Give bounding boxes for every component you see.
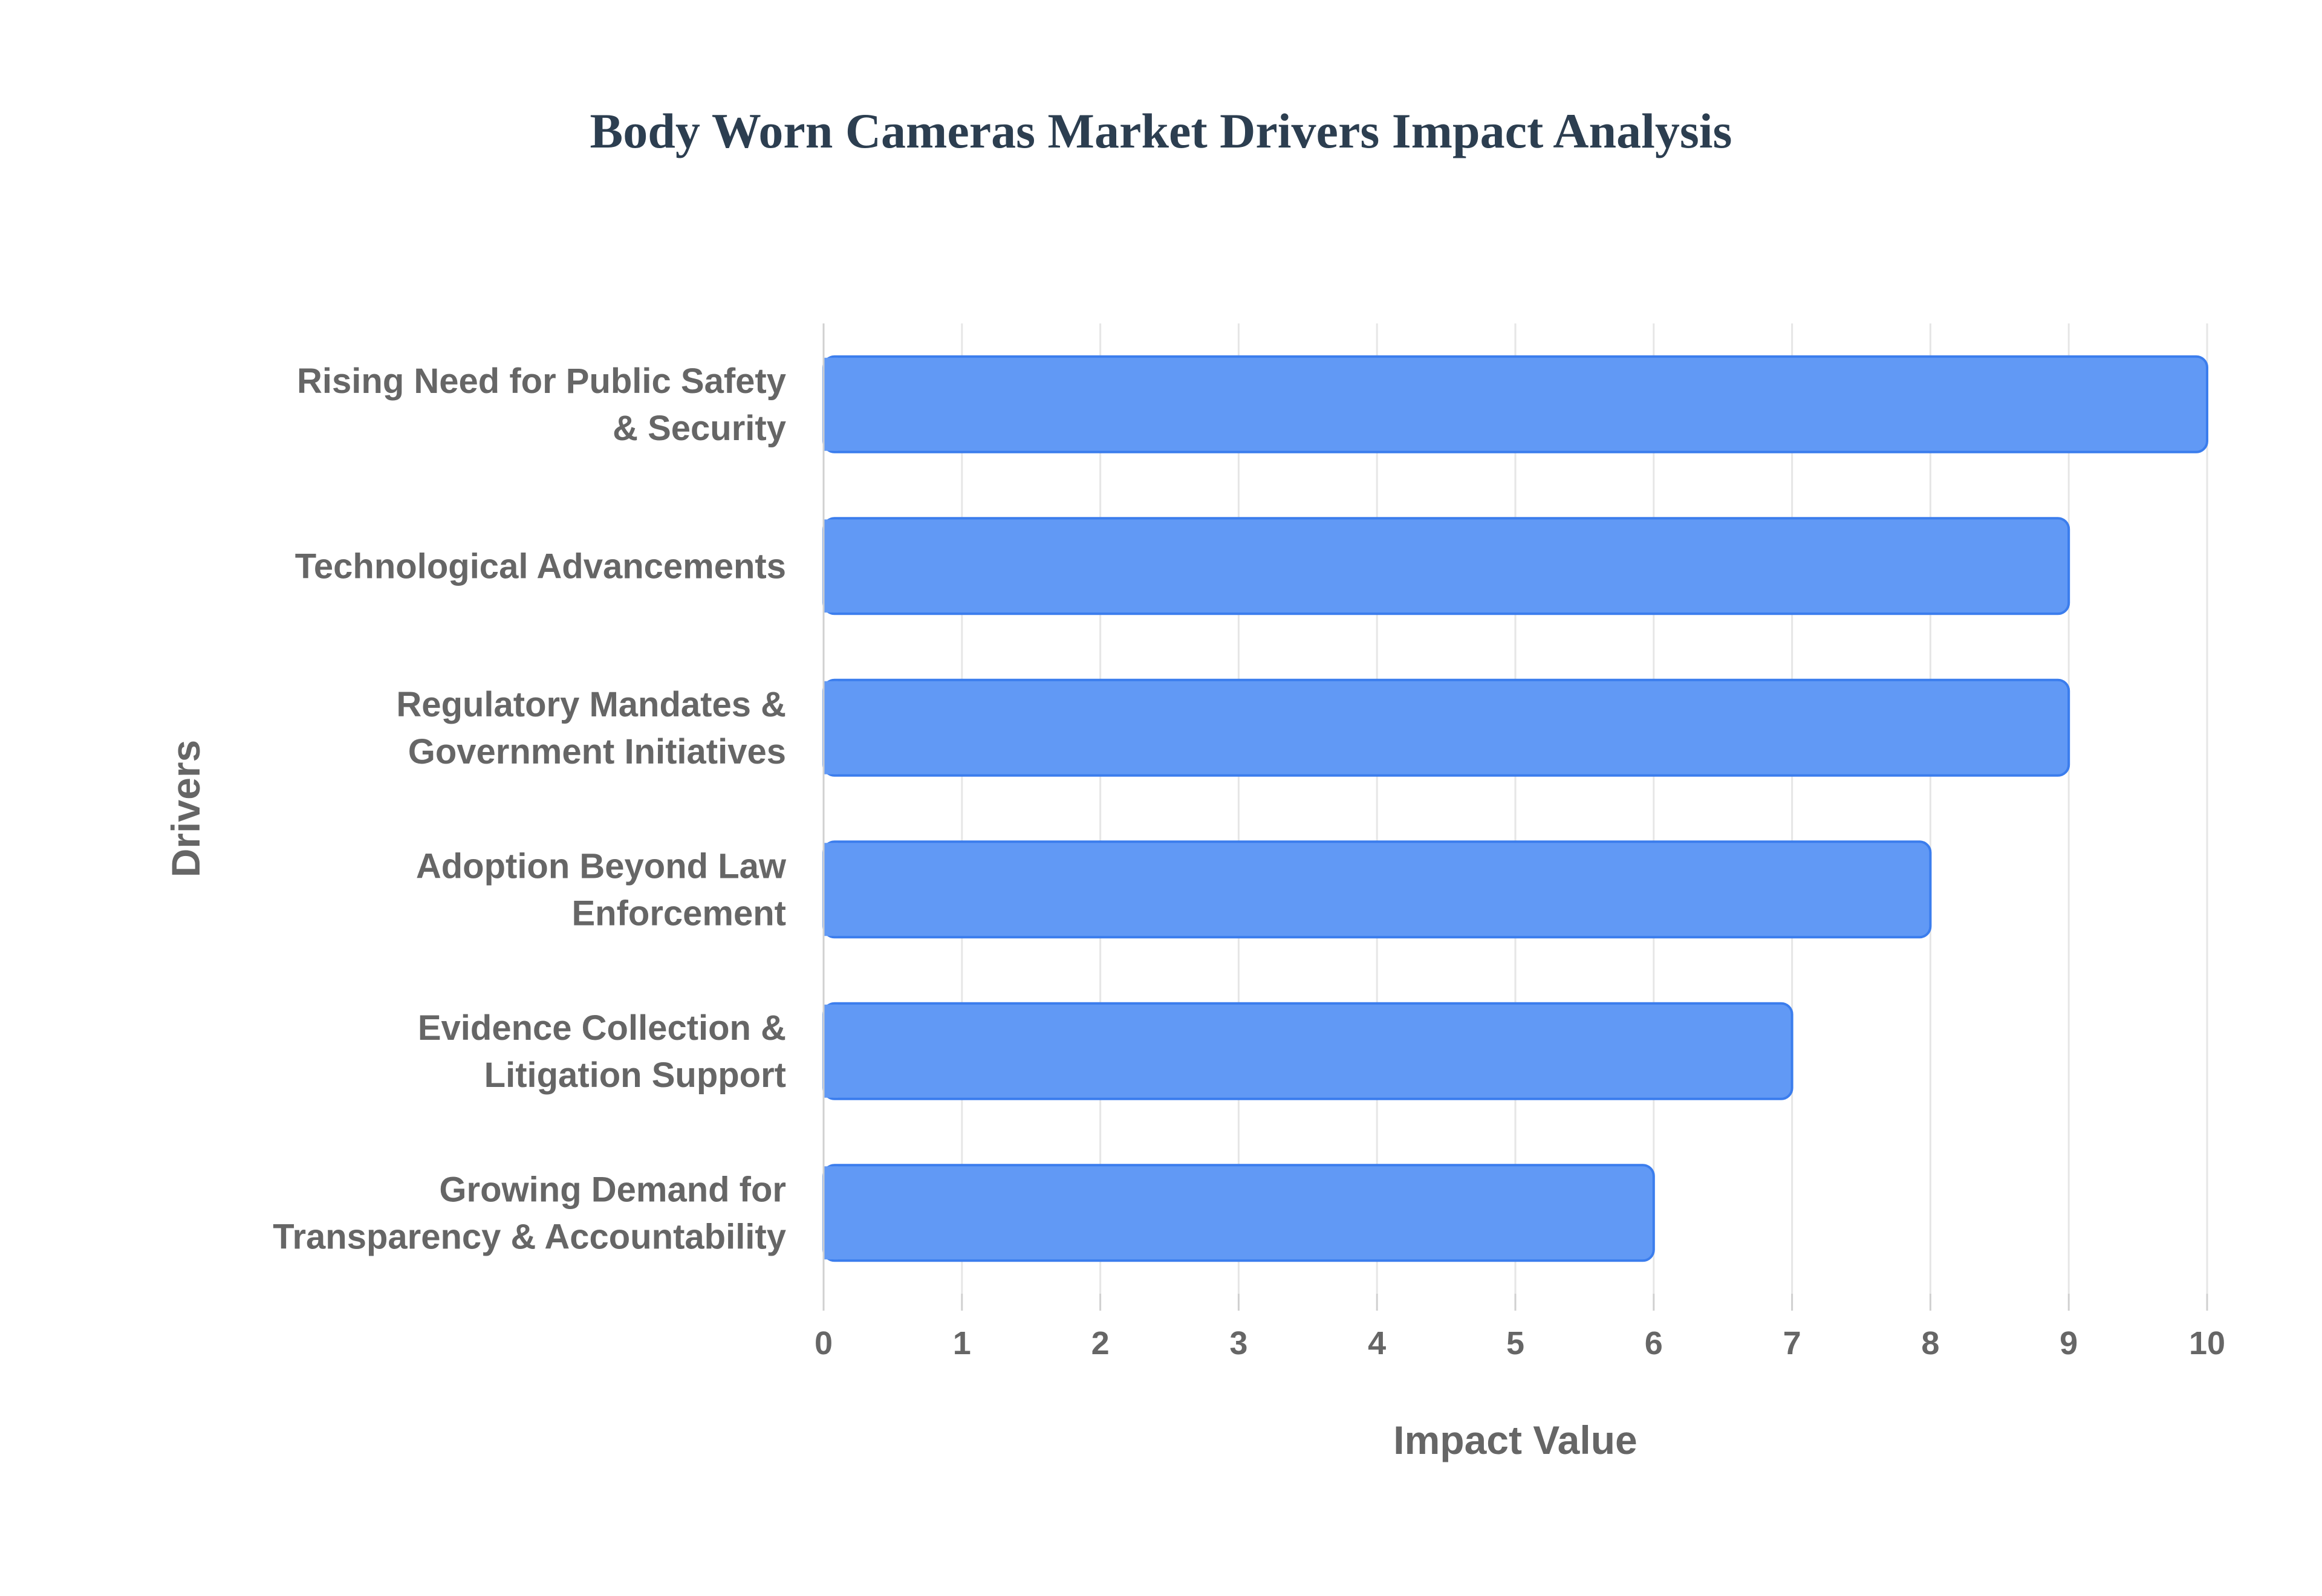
y-category-label: Rising Need for Public Safety & Security	[297, 362, 786, 448]
x-tick-label: 4	[1368, 1325, 1386, 1361]
grid-lines	[961, 323, 2208, 1294]
bar-base	[824, 357, 838, 451]
y-axis-title: Drivers	[163, 740, 208, 878]
x-tick-label: 1	[953, 1325, 971, 1361]
labels: 0 1 2 3 4 5 6 7 8 9 10 Rising Need for Public Safet…	[273, 362, 2225, 1361]
bar[interactable]	[822, 840, 1932, 939]
x-tick-label: 0	[815, 1325, 833, 1361]
bar-base	[824, 843, 838, 936]
y-category-label: Adoption Beyond Law Enforcement	[416, 846, 787, 933]
x-tick-label: 9	[2060, 1325, 2078, 1361]
x-tick-label: 10	[2189, 1325, 2225, 1361]
x-tick-label: 5	[1506, 1325, 1524, 1361]
y-category-label-line: Transparency & Accountability	[273, 1217, 786, 1256]
x-tick-label: 6	[1645, 1325, 1663, 1361]
y-category-label: Technological Advancements	[295, 547, 786, 586]
x-tick-label: 7	[1783, 1325, 1801, 1361]
y-category-label-line: Technological Advancements	[295, 547, 786, 586]
y-category-label: Evidence Collection & Litigation Support	[418, 1008, 786, 1095]
bar[interactable]	[822, 1002, 1794, 1100]
bar-base	[824, 1004, 838, 1098]
y-category-label-line: & Security	[613, 409, 786, 448]
y-category-label-line: Litigation Support	[484, 1056, 786, 1095]
x-tick-label: 3	[1229, 1325, 1247, 1361]
bar-base	[824, 1166, 838, 1260]
y-category-label-line: Government Initiatives	[408, 732, 786, 771]
x-axis-title: Impact Value	[1393, 1418, 1637, 1462]
y-category-label-line: Growing Demand for	[439, 1170, 786, 1209]
bar-base	[824, 681, 838, 774]
bar[interactable]	[822, 517, 2070, 615]
y-category-label: Growing Demand for Transparency & Account…	[273, 1170, 786, 1256]
bar-base	[824, 519, 838, 613]
y-category-label-line: Rising Need for Public Safety	[297, 362, 786, 401]
y-category-label: Regulatory Mandates & Government Initiati…	[396, 685, 786, 771]
x-tick-label: 8	[1921, 1325, 1939, 1361]
y-category-label-line: Adoption Beyond Law	[416, 846, 787, 886]
x-tick-label: 2	[1091, 1325, 1110, 1361]
bar[interactable]	[822, 678, 2070, 777]
chart-title: Body Worn Cameras Market Drivers Impact …	[590, 103, 1732, 158]
y-category-label-line: Evidence Collection &	[418, 1008, 786, 1048]
y-category-label-line: Enforcement	[571, 894, 786, 933]
bar[interactable]	[822, 355, 2208, 453]
bars	[822, 355, 2208, 1262]
y-category-label-line: Regulatory Mandates &	[396, 685, 786, 724]
bar[interactable]	[822, 1164, 1655, 1262]
axes	[822, 323, 2208, 1311]
